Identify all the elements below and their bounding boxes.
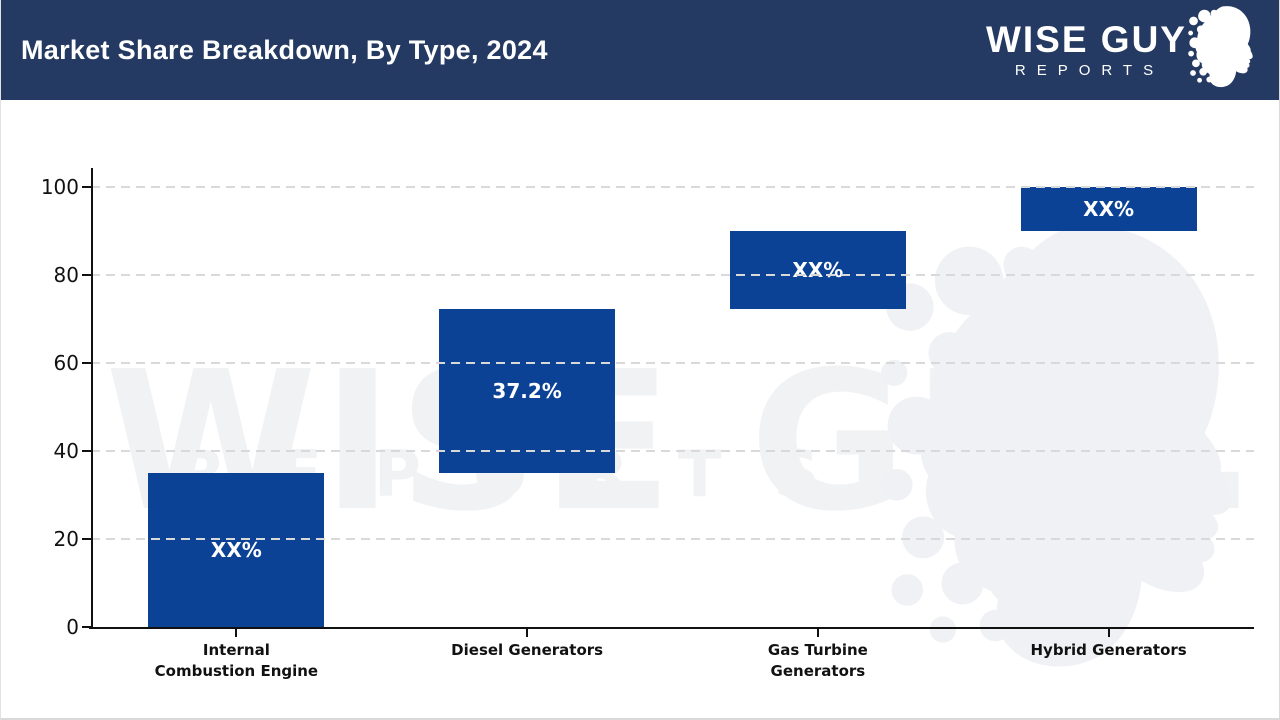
page-title: Market Share Breakdown, By Type, 2024: [21, 34, 548, 65]
x-tick-mark-hybrid-generators: [1107, 629, 1110, 637]
gridline-40: [91, 450, 1254, 452]
y-tick-label-100: 100: [40, 175, 79, 199]
bar-value-label-gas-turbine-generators: XX%: [792, 258, 844, 283]
y-tick-mark-0: [82, 626, 91, 628]
y-tick-mark-20: [82, 538, 91, 540]
y-tick-label-60: 60: [53, 351, 79, 375]
x-category-label-internal-combustion-engine: Internal Combustion Engine: [154, 641, 319, 680]
bar-gas-turbine-generators: [729, 231, 906, 310]
x-tick-mark-internal-combustion-engine: [235, 629, 238, 637]
dotted-head-profile-icon: [1188, 6, 1253, 88]
bar-diesel-generators: [439, 309, 616, 473]
y-axis-line: [91, 168, 93, 629]
brand-logo-text: WISE GUY REPORTS: [985, 19, 1187, 80]
bar-hybrid-generators: [1020, 187, 1197, 231]
gridline-60: [91, 362, 1254, 364]
x-category-label-gas-turbine-generators: Gas Turbine Generators: [767, 641, 868, 680]
gridline-80: [91, 274, 1254, 276]
y-tick-mark-40: [82, 450, 91, 452]
y-tick-label-40: 40: [53, 439, 79, 463]
x-tick-mark-gas-turbine-generators: [816, 629, 819, 637]
x-category-label-diesel-generators: Diesel Generators: [451, 641, 604, 659]
x-category-label-hybrid-generators: Hybrid Generators: [1030, 641, 1187, 659]
dotted-head-profile-watermark: [881, 226, 1232, 667]
brand-logo: WISE GUY REPORTS: [985, 4, 1279, 96]
bar-value-label-hybrid-generators: XX%: [1083, 197, 1135, 221]
x-tick-mark-diesel-generators: [526, 629, 529, 637]
watermark-layer: WISE GUY. REPORTS: [1, 100, 1279, 718]
header-bar: Market Share Breakdown, By Type, 2024 WI…: [1, 0, 1279, 100]
brand-tagline: REPORTS: [1014, 62, 1165, 79]
brand-name: WISE GUY: [985, 19, 1187, 60]
y-tick-label-0: 0: [66, 615, 79, 639]
bar-internal-combustion-engine: [148, 473, 325, 627]
bar-value-label-diesel-generators: 37.2%: [492, 379, 562, 404]
y-tick-label-80: 80: [53, 263, 79, 287]
y-tick-label-20: 20: [53, 527, 79, 551]
gridline-100: [91, 186, 1254, 188]
y-tick-mark-100: [82, 186, 91, 188]
bar-value-label-internal-combustion-engine: XX%: [210, 538, 262, 562]
x-axis-line: [89, 627, 1254, 629]
y-tick-mark-60: [82, 362, 91, 364]
y-tick-mark-80: [82, 274, 91, 276]
gridline-20: [91, 538, 1254, 540]
